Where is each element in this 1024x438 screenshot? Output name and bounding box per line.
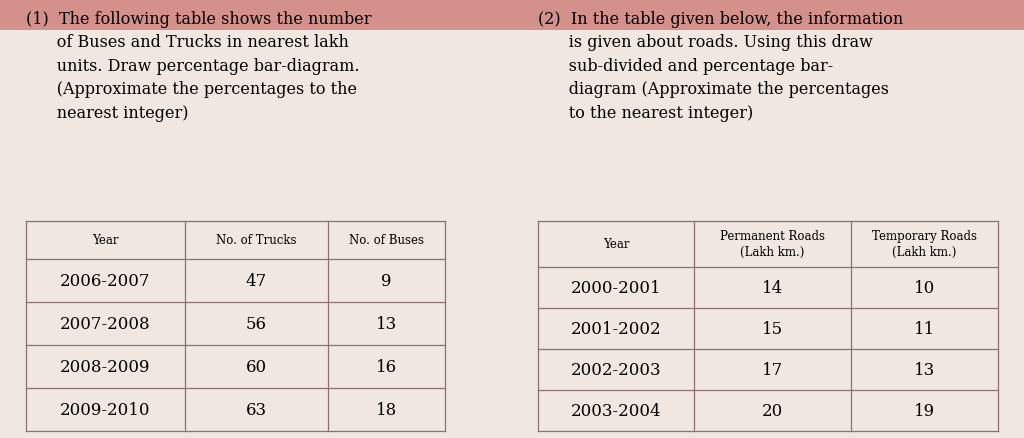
Text: 18: 18	[376, 401, 397, 418]
Text: Year: Year	[92, 233, 119, 247]
Bar	[0, 0, 1024, 31]
Text: 13: 13	[376, 315, 397, 332]
Text: 2009-2010: 2009-2010	[60, 401, 151, 418]
Text: (1)  The following table shows the number
      of Buses and Trucks in nearest l: (1) The following table shows the number…	[26, 11, 371, 122]
Text: 60: 60	[246, 358, 267, 375]
Text: 20: 20	[762, 403, 783, 420]
Text: 2001-2002: 2001-2002	[570, 321, 662, 337]
Text: 2007-2008: 2007-2008	[60, 315, 151, 332]
Text: 9: 9	[381, 272, 392, 289]
Text: 2003-2004: 2003-2004	[570, 403, 662, 420]
Text: 2002-2003: 2002-2003	[570, 361, 662, 378]
Text: Permanent Roads
(Lakh km.): Permanent Roads (Lakh km.)	[720, 230, 825, 259]
Text: 15: 15	[762, 321, 783, 337]
Text: (2)  In the table given below, the information
      is given about roads. Using: (2) In the table given below, the inform…	[538, 11, 903, 122]
Text: No. of Buses: No. of Buses	[349, 233, 424, 247]
Text: 2000-2001: 2000-2001	[570, 279, 662, 297]
Text: 17: 17	[762, 361, 783, 378]
Text: 11: 11	[914, 321, 935, 337]
Text: 47: 47	[246, 272, 267, 289]
Text: 2006-2007: 2006-2007	[60, 272, 151, 289]
Text: 2008-2009: 2008-2009	[60, 358, 151, 375]
Text: 56: 56	[246, 315, 267, 332]
Text: 19: 19	[914, 403, 935, 420]
Text: Temporary Roads
(Lakh km.): Temporary Roads (Lakh km.)	[872, 230, 977, 259]
Text: 13: 13	[914, 361, 935, 378]
Text: Year: Year	[603, 238, 629, 251]
Text: 16: 16	[376, 358, 397, 375]
Text: 14: 14	[762, 279, 783, 297]
Text: 10: 10	[914, 279, 935, 297]
Text: 63: 63	[246, 401, 267, 418]
Text: No. of Trucks: No. of Trucks	[216, 233, 297, 247]
